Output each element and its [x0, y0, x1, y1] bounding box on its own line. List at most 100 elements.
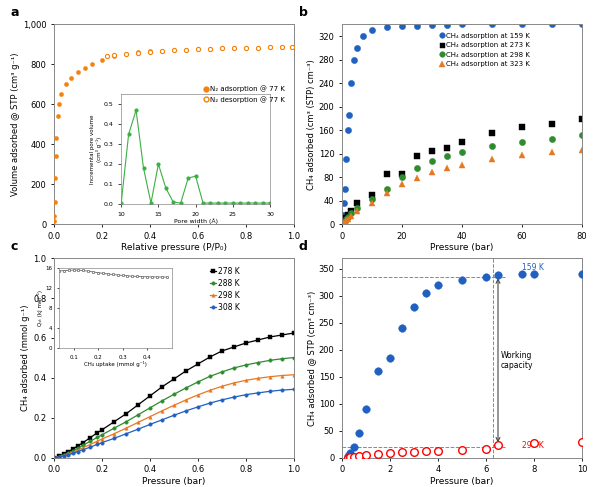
CH₄ adsorption at 323 K — [518, 152, 526, 158]
298 K — [134, 419, 142, 425]
CH₄ adsorption at 273 K — [548, 121, 556, 127]
CH₄ adsorption at 159 K — [428, 22, 436, 28]
CH₄ adsorption at 323 K — [548, 150, 556, 155]
Line: CH₄ adsorption at 323 K: CH₄ adsorption at 323 K — [340, 147, 585, 226]
X-axis label: Relative pressure (P/P₀): Relative pressure (P/P₀) — [121, 244, 227, 252]
308 K — [266, 388, 274, 394]
X-axis label: Pressure (bar): Pressure (bar) — [430, 477, 494, 486]
278 K — [146, 393, 154, 399]
278 K — [194, 361, 202, 367]
Y-axis label: CH₄ adsorbed (cm³ (STP) cm⁻³): CH₄ adsorbed (cm³ (STP) cm⁻³) — [307, 59, 316, 189]
CH₄ adsorption at 298 K — [344, 214, 352, 220]
CH₄ adsorption at 298 K — [488, 143, 496, 149]
288 K — [55, 454, 62, 460]
CH₄ adsorption at 298 K — [458, 150, 466, 155]
298 K — [290, 372, 298, 377]
CH₄ adsorption at 159 K — [340, 212, 347, 218]
308 K — [122, 431, 130, 437]
CH₄ adsorption at 159 K — [398, 23, 406, 29]
Text: Working
capacity: Working capacity — [500, 351, 533, 370]
308 K — [206, 400, 214, 406]
CH₄ adsorption at 159 K — [353, 45, 361, 51]
298 K — [55, 454, 62, 460]
278 K — [278, 332, 286, 338]
308 K — [94, 442, 101, 448]
CH₄ adsorption at 298 K — [548, 136, 556, 142]
Legend: CH₄ adsorption at 159 K, CH₄ adsorption at 273 K, CH₄ adsorption at 298 K, CH₄ a: CH₄ adsorption at 159 K, CH₄ adsorption … — [437, 30, 532, 70]
278 K — [55, 453, 62, 459]
CH₄ adsorption at 323 K — [413, 175, 421, 181]
CH₄ adsorption at 273 K — [339, 221, 346, 226]
288 K — [242, 362, 250, 368]
CH₄ adsorption at 323 K — [488, 156, 496, 162]
288 K — [218, 369, 226, 375]
Line: 288 K: 288 K — [52, 356, 296, 460]
278 K — [182, 368, 190, 374]
CH₄ adsorption at 273 K — [347, 208, 355, 214]
Line: 298 K: 298 K — [52, 373, 296, 460]
288 K — [110, 425, 118, 431]
308 K — [146, 422, 154, 428]
CH₄ adsorption at 323 K — [443, 165, 451, 171]
298 K — [98, 436, 106, 442]
CH₄ adsorption at 159 K — [518, 21, 526, 27]
308 K — [218, 397, 226, 403]
CH₄ adsorption at 273 K — [340, 220, 347, 226]
CH₄ adsorption at 298 K — [353, 205, 361, 210]
288 K — [290, 355, 298, 360]
308 K — [98, 440, 106, 446]
CH₄ adsorption at 323 K — [353, 208, 361, 214]
CH₄ adsorption at 298 K — [413, 165, 421, 171]
CH₄ adsorption at 159 K — [350, 56, 358, 62]
CH₄ adsorption at 323 K — [368, 201, 376, 206]
298 K — [110, 431, 118, 437]
CH₄ adsorption at 159 K — [339, 218, 346, 224]
CH₄ adsorption at 273 K — [578, 116, 586, 122]
298 K — [65, 451, 72, 457]
278 K — [206, 354, 214, 360]
CH₄ adsorption at 298 K — [428, 158, 436, 164]
CH₄ adsorption at 298 K — [368, 196, 376, 202]
CH₄ adsorption at 273 K — [413, 153, 421, 159]
CH₄ adsorption at 273 K — [353, 201, 361, 206]
Line: CH₄ adsorption at 273 K: CH₄ adsorption at 273 K — [340, 117, 585, 226]
CH₄ adsorption at 159 K — [341, 186, 349, 192]
CH₄ adsorption at 323 K — [398, 181, 406, 187]
CH₄ adsorption at 159 K — [383, 24, 391, 30]
CH₄ adsorption at 273 K — [383, 171, 391, 177]
288 K — [182, 385, 190, 391]
Text: b: b — [299, 6, 308, 19]
CH₄ adsorption at 159 K — [488, 21, 496, 27]
Line: CH₄ adsorption at 298 K: CH₄ adsorption at 298 K — [340, 131, 585, 226]
CH₄ adsorption at 298 K — [347, 210, 355, 216]
CH₄ adsorption at 298 K — [518, 139, 526, 145]
CH₄ adsorption at 298 K — [398, 174, 406, 180]
CH₄ adsorption at 323 K — [347, 213, 355, 219]
298 K — [170, 402, 178, 408]
CH₄ adsorption at 273 K — [341, 219, 348, 225]
CH₄ adsorption at 323 K — [339, 221, 346, 226]
CH₄ adsorption at 298 K — [443, 153, 451, 159]
278 K — [230, 344, 238, 350]
278 K — [134, 402, 142, 408]
278 K — [60, 451, 67, 457]
CH₄ adsorption at 273 K — [488, 130, 496, 136]
CH₄ adsorption at 159 K — [359, 33, 367, 39]
288 K — [206, 374, 214, 379]
CH₄ adsorption at 273 K — [368, 192, 376, 198]
308 K — [290, 386, 298, 392]
Text: a: a — [11, 6, 19, 19]
Legend: 278 K, 288 K, 298 K, 308 K: 278 K, 288 K, 298 K, 308 K — [206, 264, 243, 315]
X-axis label: Pressure (bar): Pressure (bar) — [142, 477, 206, 486]
288 K — [74, 445, 82, 451]
288 K — [134, 412, 142, 418]
CH₄ adsorption at 159 K — [347, 80, 355, 86]
298 K — [86, 442, 94, 448]
298 K — [230, 380, 238, 386]
CH₄ adsorption at 159 K — [343, 156, 350, 162]
308 K — [134, 426, 142, 432]
CH₄ adsorption at 159 K — [413, 22, 421, 28]
288 K — [194, 379, 202, 385]
CH₄ adsorption at 323 K — [341, 219, 349, 225]
298 K — [158, 408, 166, 414]
